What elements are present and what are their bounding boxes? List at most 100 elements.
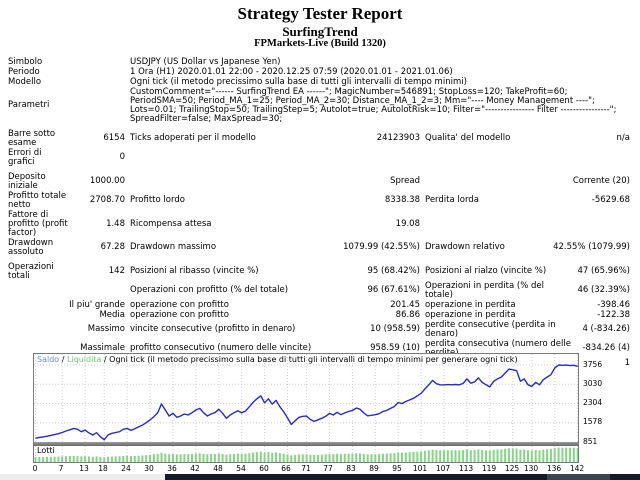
lots-bar bbox=[328, 453, 331, 462]
panel-separator bbox=[34, 442, 578, 446]
lots-bar bbox=[527, 450, 529, 462]
report-cell-pair: Qualita' del modello n/a bbox=[425, 134, 630, 143]
report-cell: Drawdown relativo bbox=[425, 242, 505, 252]
lots-bar bbox=[84, 456, 87, 462]
lots-bar bbox=[49, 456, 52, 462]
lots-bar bbox=[557, 447, 560, 462]
lots-bar bbox=[236, 453, 239, 462]
report-cell: Posizioni al ribasso (vincite %) bbox=[130, 266, 259, 276]
report-row: Media operazione con profitto 86.86 operazi… bbox=[8, 310, 636, 320]
report-cell-pair: Corrente (20) bbox=[425, 177, 630, 186]
lots-bar bbox=[446, 450, 449, 462]
chart-legend: Saldo / Liquidita / Ogni tick (il metodo… bbox=[37, 355, 518, 364]
lots-bar bbox=[290, 455, 293, 462]
lots-bar bbox=[133, 455, 136, 462]
lots-bar bbox=[320, 454, 323, 462]
x-axis-tick-label: 136 bbox=[546, 464, 562, 473]
x-axis-tick-label: 107 bbox=[435, 464, 451, 473]
report-cell-pair: perdite consecutive (perdita in denaro) 4… bbox=[425, 320, 630, 339]
lots-bar bbox=[118, 456, 121, 462]
x-axis-tick-label: 7 bbox=[58, 464, 64, 473]
balance-line bbox=[35, 364, 578, 441]
lots-bar bbox=[263, 452, 266, 462]
report-cell: 10 (958.59) bbox=[370, 324, 420, 334]
lots-bar bbox=[34, 457, 37, 462]
lots-bar bbox=[469, 450, 472, 462]
window-bottom-strip bbox=[0, 474, 165, 480]
lots-bar bbox=[381, 453, 384, 462]
lots-bar bbox=[416, 451, 419, 462]
lots-bar bbox=[458, 450, 461, 462]
report-cell: Profitto lordo bbox=[130, 195, 185, 205]
report-row: Fattore di profitto (profit factor) 1.48 R… bbox=[8, 210, 636, 238]
lots-bar bbox=[164, 453, 167, 462]
lots-bar bbox=[427, 450, 430, 462]
lots-bar bbox=[179, 454, 182, 462]
lots-bar bbox=[473, 449, 476, 462]
report-cell: Massimo bbox=[87, 324, 125, 334]
lots-bar bbox=[38, 457, 41, 462]
lots-bar bbox=[194, 453, 197, 462]
lots-bar bbox=[538, 450, 541, 462]
lots-bar bbox=[171, 453, 174, 462]
report-cell: operazione con profitto bbox=[130, 299, 229, 310]
x-axis-tick-label: 30 bbox=[144, 464, 154, 473]
balance-chart: Saldo / Liquidita / Ogni tick (il metodo… bbox=[33, 353, 579, 463]
x-axis-tick-label: 83 bbox=[346, 464, 356, 473]
lots-bar bbox=[187, 454, 190, 462]
lots-bar bbox=[252, 452, 255, 462]
lots-bar bbox=[507, 448, 510, 462]
lots-bar bbox=[431, 449, 434, 462]
lots-bar bbox=[343, 453, 346, 462]
page-title: Strategy Tester Report bbox=[237, 4, 403, 23]
x-axis-tick-label: 77 bbox=[323, 464, 333, 473]
report-cell: Spread bbox=[390, 176, 420, 186]
lots-bar bbox=[145, 455, 148, 462]
lots-bar bbox=[114, 456, 117, 462]
report-cell: Media bbox=[99, 309, 125, 320]
report-row: Il piu' grande operazione con profitto 201… bbox=[8, 300, 636, 310]
report-cell: 2708.70 bbox=[89, 195, 125, 205]
lots-bar bbox=[385, 453, 388, 462]
report-cell: 1 bbox=[624, 357, 630, 368]
legend-model: Ogni tick (il metodo precissimo sulla ba… bbox=[109, 355, 518, 364]
report-cell: Profitto totale netto bbox=[8, 190, 67, 210]
lots-bar bbox=[542, 449, 545, 462]
report-cell: Operazioni con profitto (% del totale) bbox=[130, 285, 289, 295]
report-row: Deposito iniziale 1000.00 Spread Corrente (… bbox=[8, 172, 636, 191]
taskbar-strip bbox=[165, 474, 640, 480]
lots-bar bbox=[435, 450, 438, 462]
y-axis-tick-label: 3756 bbox=[583, 360, 603, 369]
lots-bar bbox=[423, 450, 426, 462]
report-cell: 8338.38 bbox=[384, 195, 420, 205]
report-cell: 1000.00 bbox=[89, 176, 125, 186]
lots-bar bbox=[244, 453, 247, 462]
lots-bar bbox=[477, 449, 480, 462]
lots-bar bbox=[99, 456, 102, 462]
x-axis-tick-label: 66 bbox=[281, 464, 291, 473]
report-cell: 0 bbox=[119, 152, 125, 162]
lots-bar bbox=[297, 454, 300, 462]
x-axis-tick-label: 130 bbox=[523, 464, 539, 473]
report-cell: n/a bbox=[616, 133, 630, 143]
report-row: Profitto totale netto 2708.70 Profitto lor… bbox=[8, 191, 636, 210]
lots-bar bbox=[213, 453, 216, 462]
lots-bar bbox=[362, 453, 365, 462]
report-cell: 1079.99 (42.55%) bbox=[343, 242, 420, 252]
lots-chart-svg bbox=[34, 446, 578, 462]
lots-bar bbox=[88, 456, 90, 462]
report-cell: operazione con profitto bbox=[130, 309, 229, 320]
x-axis-tick-label: 71 bbox=[301, 464, 311, 473]
report-cell: 19.08 bbox=[395, 218, 420, 229]
report-cell: CustomComment="------ SurfingTrend EA --… bbox=[130, 86, 617, 124]
report-cell: operazione in perdita bbox=[425, 309, 516, 320]
report-cell-pair: Ticks adoperati per il modello 24123903 bbox=[130, 134, 420, 143]
lots-bar bbox=[393, 453, 396, 462]
x-axis-tick-label: 54 bbox=[236, 464, 246, 473]
report-cell: Massimale bbox=[80, 343, 125, 353]
lots-bar bbox=[160, 452, 163, 462]
report-cell: -398.46 bbox=[597, 299, 630, 310]
report-row: Parametri CustomComment="------ SurfingTr… bbox=[8, 87, 636, 124]
lots-bar bbox=[206, 454, 209, 462]
x-axis-tick-label: 119 bbox=[481, 464, 497, 473]
